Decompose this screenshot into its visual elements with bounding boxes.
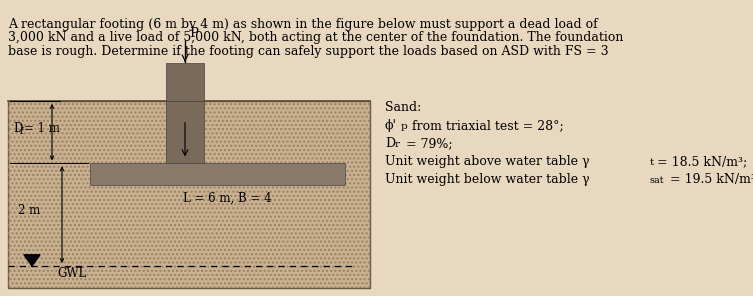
Text: D: D <box>385 137 395 150</box>
Text: 3,000 kN and a live load of 5,000 kN, both acting at the center of the foundatio: 3,000 kN and a live load of 5,000 kN, bo… <box>8 31 623 44</box>
Text: f: f <box>20 127 23 136</box>
Text: Unit weight below water table γ: Unit weight below water table γ <box>385 173 590 186</box>
Text: Sand:: Sand: <box>385 101 421 114</box>
Text: p: p <box>401 122 408 131</box>
Text: = 79%;: = 79%; <box>402 137 453 150</box>
Text: ϕ': ϕ' <box>385 119 397 132</box>
Text: L = 6 m, B = 4: L = 6 m, B = 4 <box>183 191 272 204</box>
Text: Unit weight above water table γ: Unit weight above water table γ <box>385 155 590 168</box>
Bar <box>166 63 204 101</box>
Bar <box>166 101 204 163</box>
Text: GWL: GWL <box>57 267 87 280</box>
Text: = 19.5 kN/m³: = 19.5 kN/m³ <box>670 173 753 186</box>
Text: = 1 m: = 1 m <box>24 122 60 135</box>
Text: from triaxial test = 28°;: from triaxial test = 28°; <box>408 119 564 132</box>
Text: t: t <box>650 158 654 167</box>
Bar <box>90 163 345 185</box>
Bar <box>8 101 370 288</box>
Polygon shape <box>24 255 40 266</box>
Text: A rectangular footing (6 m by 4 m) as shown in the figure below must support a d: A rectangular footing (6 m by 4 m) as sh… <box>8 18 598 31</box>
Text: sat: sat <box>650 176 665 185</box>
Text: base is rough. Determine if the footing can safely support the loads based on AS: base is rough. Determine if the footing … <box>8 45 608 58</box>
Text: r: r <box>395 140 400 149</box>
Text: 2 m: 2 m <box>18 204 40 217</box>
Text: D: D <box>13 122 23 135</box>
Bar <box>8 101 370 288</box>
Text: = 18.5 kN/m³;: = 18.5 kN/m³; <box>657 155 747 168</box>
Text: P: P <box>189 27 198 40</box>
